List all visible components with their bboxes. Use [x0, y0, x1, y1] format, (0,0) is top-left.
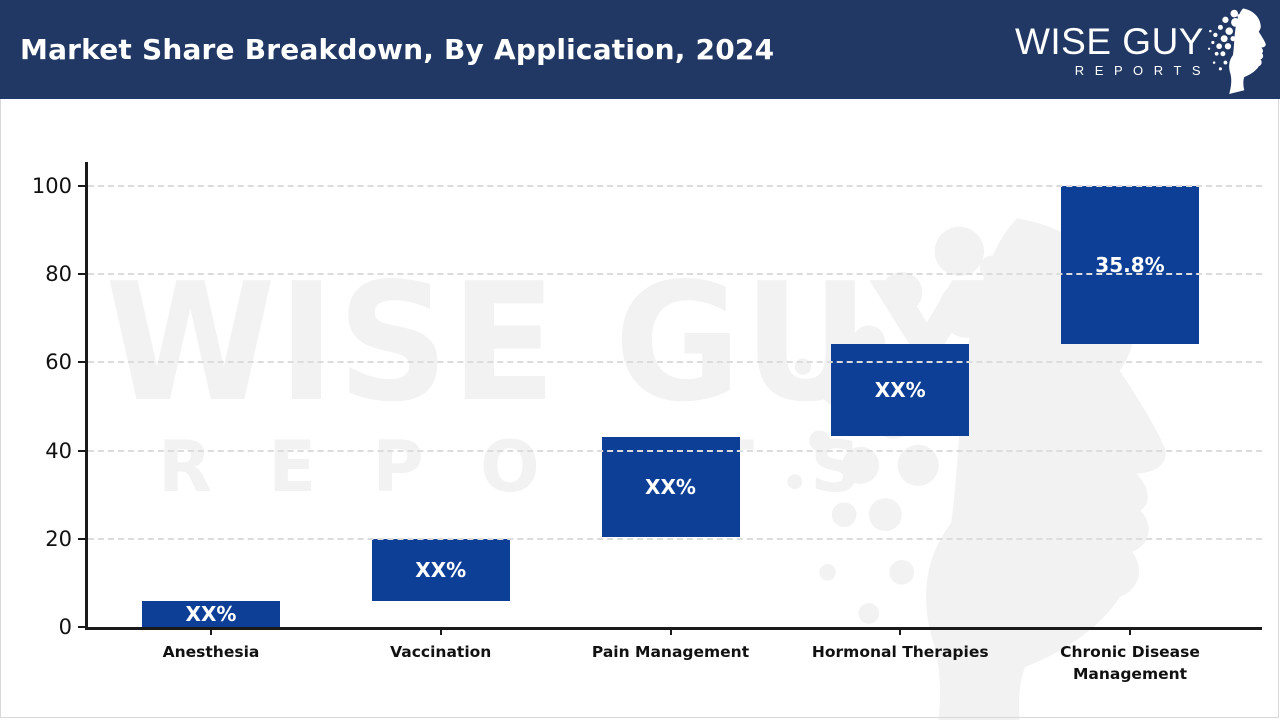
gridline [88, 185, 1262, 187]
x-axis-label: Vaccination [390, 643, 492, 661]
gridline [88, 449, 1262, 452]
y-tick-label: 20 [45, 526, 72, 551]
brand-logo: WISE GUY R E P O R T S [1015, 4, 1270, 96]
y-tick [78, 626, 88, 628]
page-title: Market Share Breakdown, By Application, … [20, 33, 775, 66]
y-tick [78, 361, 88, 364]
x-tick [210, 627, 212, 635]
x-axis-label: Pain Management [591, 643, 750, 661]
y-axis-spine [85, 162, 88, 630]
x-axis-spine [85, 627, 1262, 630]
y-tick [78, 449, 88, 452]
y-tick-label: 40 [45, 438, 72, 463]
y-tick [78, 185, 88, 187]
x-axis-label: Anesthesia [162, 643, 260, 661]
gridline [88, 273, 1262, 276]
watermark-reports: R E P O R T S [158, 426, 877, 508]
x-tick [439, 627, 442, 635]
brand-subtitle: R E P O R T S [1074, 62, 1204, 78]
brand-wordmark: WISE GUY [1014, 20, 1204, 62]
y-tick [78, 273, 88, 276]
x-axis-label: Hormonal Therapies [811, 643, 989, 661]
bar-value-label: XX% [185, 601, 237, 626]
x-tick [899, 627, 902, 635]
y-tick-label: 100 [31, 174, 72, 198]
bar [142, 600, 280, 627]
bar-value-label: XX% [874, 377, 926, 402]
gridline [88, 537, 1262, 540]
x-axis-label: Chronic Disease Management [1060, 643, 1200, 684]
y-tick-label: 80 [45, 262, 72, 287]
brand-face-icon [1206, 6, 1270, 94]
gridline [88, 361, 1262, 364]
y-tick-label: 0 [58, 615, 72, 639]
x-tick [669, 627, 672, 635]
bar-value-label: XX% [415, 557, 467, 582]
bar [601, 436, 740, 538]
x-tick [1129, 627, 1131, 635]
bar [1061, 186, 1199, 344]
header: Market Share Breakdown, By Application, … [0, 0, 1280, 99]
bar-value-label: XX% [645, 474, 696, 499]
bar [831, 343, 970, 436]
y-tick-label: 60 [45, 350, 72, 375]
bar-value-label: 35.8% [1095, 252, 1165, 277]
bar [371, 538, 510, 601]
y-tick [78, 537, 88, 540]
